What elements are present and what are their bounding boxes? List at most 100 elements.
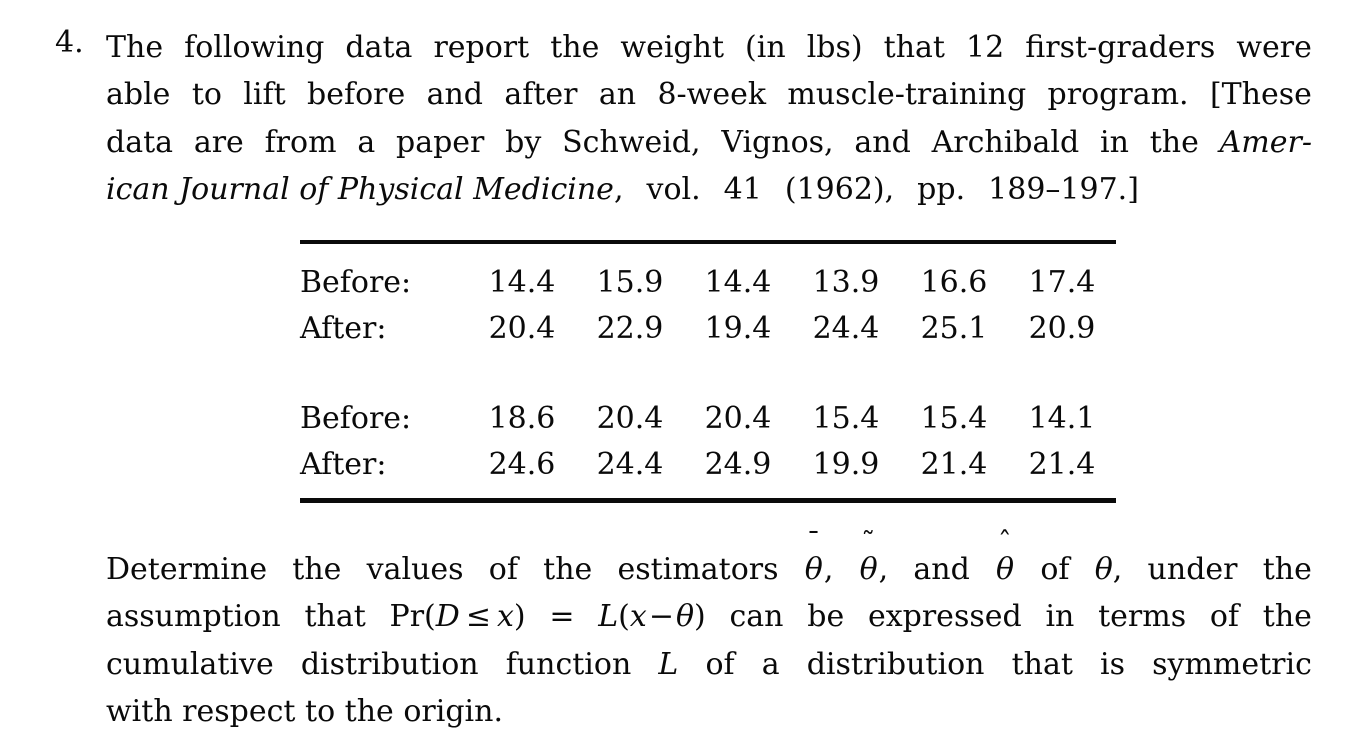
theta-symbol: θ <box>859 552 878 587</box>
bar-accent-mark: ¯ <box>806 526 821 560</box>
closing-line-2: assumption that Pr(D ≤ x) = L(x−θ) can be … <box>106 593 1312 640</box>
statement-line-3: data are from a paper by Schweid, Vignos… <box>106 119 1312 166</box>
minus-sign: − <box>648 599 674 635</box>
estimator-theta-bar: ¯ θ, <box>804 529 834 593</box>
word: of <box>1040 552 1070 587</box>
closing-line-1: Determine the values of the estimators ¯… <box>106 529 1312 593</box>
equals-sign: = <box>549 599 575 635</box>
cell-value: 21.4 <box>1028 447 1096 482</box>
journal-comma: , <box>613 171 624 207</box>
cell-value: 20.4 <box>488 311 556 346</box>
cell-value: 20.9 <box>1028 311 1096 346</box>
pr-operator: Pr <box>389 599 425 635</box>
theta-symbol: θ <box>675 599 695 635</box>
journal-title-part1: Amer- <box>1219 124 1312 160</box>
word: 41 <box>723 171 762 207</box>
cell-value: 19.9 <box>812 447 880 482</box>
cell-value: 14.1 <box>1028 401 1096 436</box>
closing-line-4: with respect to the origin. <box>106 688 1312 735</box>
word: in <box>1045 599 1075 635</box>
word: that <box>1011 646 1073 682</box>
table-spacer-row <box>300 244 1116 260</box>
word: [These <box>1209 77 1312 113</box>
data-table: Before: 14.4 15.9 14.4 13.9 16.6 17.4 Af… <box>300 240 1116 503</box>
data-table-grid: Before: 14.4 15.9 14.4 13.9 16.6 17.4 Af… <box>300 244 1116 498</box>
cell-value: 15.9 <box>596 265 664 300</box>
word: a <box>357 124 376 160</box>
cell-value: 24.4 <box>812 311 880 346</box>
word: Vignos, <box>721 124 834 160</box>
closing-final-text: with respect to the origin. <box>106 693 504 729</box>
word: paper <box>395 124 485 160</box>
word: and <box>854 124 911 160</box>
word: cumulative <box>106 646 274 682</box>
word: before <box>307 77 406 113</box>
problem-statement: The following data report the weight (in… <box>106 24 1312 213</box>
cell-value: 24.4 <box>596 447 664 482</box>
word: pp. <box>917 171 966 207</box>
word: the <box>550 30 600 65</box>
word: of <box>488 552 518 587</box>
word: assumption <box>106 599 281 635</box>
word: symmetric <box>1152 646 1312 682</box>
word: Archibald <box>931 124 1080 160</box>
word: weight <box>620 30 725 65</box>
word: of <box>705 646 735 682</box>
function-L: L <box>658 646 679 682</box>
cdf-expression: L(x−θ) <box>598 593 705 640</box>
cell-value: 25.1 <box>920 311 988 346</box>
row-label-after: After: <box>300 311 387 346</box>
cell-value: 16.6 <box>920 265 988 300</box>
theta-bar-glyph: ¯ θ <box>804 529 824 593</box>
function-L: L <box>598 599 619 635</box>
word: of <box>1209 599 1240 635</box>
word: first-graders <box>1025 30 1216 65</box>
word: The <box>106 30 164 65</box>
word: lbs) <box>806 30 863 65</box>
comma: , <box>1112 552 1123 587</box>
word: the <box>1262 552 1312 587</box>
statement-line-2: able to lift before and after an 8-week … <box>106 71 1312 118</box>
row-label-before: Before: <box>300 401 412 436</box>
word: Determine <box>106 552 268 587</box>
word: data <box>345 30 413 65</box>
estimator-theta-tilde: ˜ θ, <box>859 529 889 593</box>
tilde-accent-mark: ˜ <box>861 526 876 560</box>
paren-open: ( <box>618 599 630 635</box>
journal-title-part2-group: ican Journal of Physical Medicine, <box>106 166 623 213</box>
cell-value: 24.6 <box>488 447 556 482</box>
paren-close: ) <box>513 599 526 635</box>
word: distribution <box>806 646 985 682</box>
word: lift <box>243 77 286 113</box>
word: 12 <box>966 30 1005 65</box>
theta-tilde-glyph: ˜ θ <box>859 529 879 593</box>
statement-line-1: The following data report the weight (in… <box>106 24 1312 71</box>
table-block-gap <box>300 352 1116 396</box>
word: vol. <box>646 171 701 207</box>
closing-line-3: cumulative distribution function L of a … <box>106 641 1312 688</box>
less-than-or-equal-sign: ≤ <box>465 599 491 635</box>
table-row: Before: 14.4 15.9 14.4 13.9 16.6 17.4 <box>300 260 1116 306</box>
word: from <box>264 124 337 160</box>
paren-close: ) <box>694 599 706 635</box>
word: the <box>543 552 593 587</box>
word: be <box>807 599 845 635</box>
word: the <box>1149 124 1199 160</box>
word: were <box>1236 30 1312 65</box>
word: 189–197.] <box>988 171 1139 207</box>
statement-line-4: ican Journal of Physical Medicine, vol. … <box>106 166 1312 213</box>
cell-value: 15.4 <box>812 401 880 436</box>
word: a <box>761 646 780 682</box>
word: is <box>1100 646 1126 682</box>
variable-x: x <box>496 599 514 635</box>
word: (1962), <box>784 171 895 207</box>
word: and <box>913 552 970 587</box>
table-row: Before: 18.6 20.4 20.4 15.4 15.4 14.1 <box>300 396 1116 442</box>
comma: , <box>823 552 834 587</box>
word: terms <box>1098 599 1187 635</box>
cell-value: 18.6 <box>488 401 556 436</box>
word: able <box>106 77 171 113</box>
probability-expression: Pr(D ≤ x) <box>390 593 526 640</box>
variable-D: D <box>435 599 460 635</box>
table-spacer-row <box>300 488 1116 498</box>
